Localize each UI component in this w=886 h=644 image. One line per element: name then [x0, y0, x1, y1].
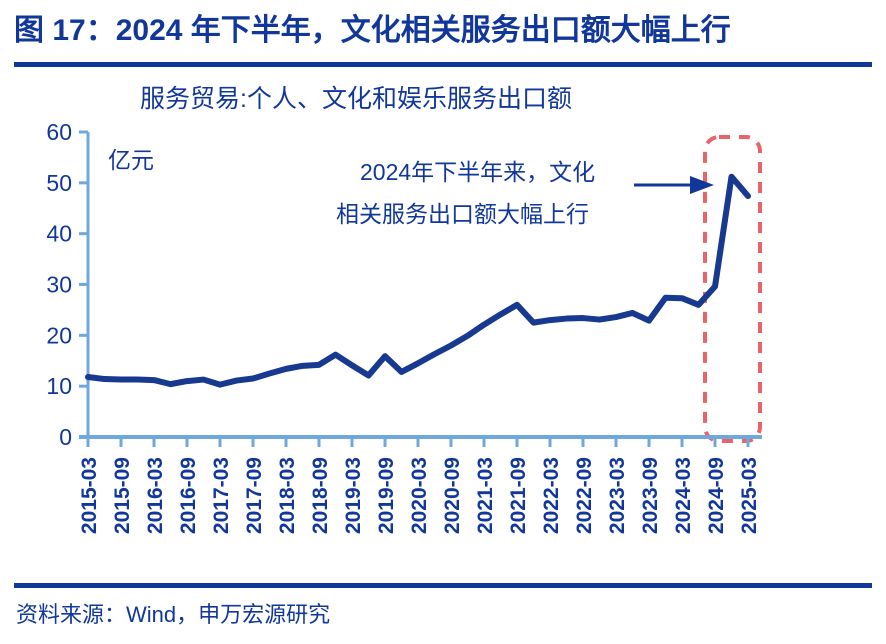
- y-axis-tick-label: 20: [46, 322, 72, 348]
- x-axis-tick-label: 2023-09: [639, 457, 662, 534]
- title-divider: [14, 62, 872, 67]
- y-axis-tick-label: 40: [46, 221, 72, 247]
- title-block: 图 17：2024 年下半年，文化相关服务出口额大幅上行: [14, 12, 872, 67]
- source-note: 资料来源：Wind，申万宏源研究: [16, 602, 331, 627]
- x-axis-tick-label: 2024-03: [672, 457, 695, 534]
- y-axis-tick-label: 60: [46, 119, 72, 145]
- y-axis-tick-label: 10: [46, 373, 72, 399]
- y-axis-unit-label: 亿元: [108, 147, 154, 173]
- x-axis-tick-label: 2015-03: [78, 457, 101, 534]
- annotation-line-2: 相关服务出口额大幅上行: [336, 201, 589, 227]
- x-axis-tick-label: 2019-03: [342, 457, 365, 534]
- y-axis-tick-label: 0: [59, 424, 72, 450]
- x-axis-tick-label: 2025-03: [738, 457, 761, 534]
- line-chart: 0 10 20 30 40 50 60 亿元 2015-03 2015-09 2016-03 2016…: [46, 119, 762, 534]
- x-axis-tick-label: 2016-03: [144, 457, 167, 534]
- x-axis-tick-label: 2017-09: [243, 457, 266, 534]
- data-line-series-1: [85, 173, 751, 388]
- annotation-line-1: 2024年下半年来，文化: [360, 159, 595, 185]
- x-axis-tick-label: 2022-09: [573, 457, 596, 534]
- x-axis-tick-label: 2018-09: [309, 457, 332, 534]
- chart-subtitle: 服务贸易:个人、文化和娱乐服务出口额: [140, 85, 572, 113]
- page-title: 图 17：2024 年下半年，文化相关服务出口额大幅上行: [14, 14, 731, 47]
- x-axis-tick-label: 2021-03: [474, 457, 497, 534]
- x-axis-tick-label: 2020-09: [441, 457, 464, 534]
- y-axis-tick-label: 30: [46, 272, 72, 298]
- x-axis-tick-label: 2020-03: [408, 457, 431, 534]
- x-axis-tick-label: 2022-03: [540, 457, 563, 534]
- y-axis-tick-label: 50: [46, 170, 72, 196]
- x-axis-tick-label: 2023-03: [606, 457, 629, 534]
- x-axis-tick-label: 2021-09: [507, 457, 530, 534]
- x-axis-tick-label: 2017-03: [210, 457, 233, 534]
- highlight-box: [703, 135, 762, 443]
- x-axis-tick-label: 2018-03: [276, 457, 299, 534]
- x-axis-tick-label: 2024-09: [705, 457, 728, 534]
- x-axis-tick-label: 2016-09: [177, 457, 200, 534]
- x-axis-tick-label: 2019-09: [375, 457, 398, 534]
- annotation-arrow-icon: [690, 176, 714, 194]
- x-axis-tick-label: 2015-09: [111, 457, 134, 534]
- footer-divider: [14, 583, 872, 588]
